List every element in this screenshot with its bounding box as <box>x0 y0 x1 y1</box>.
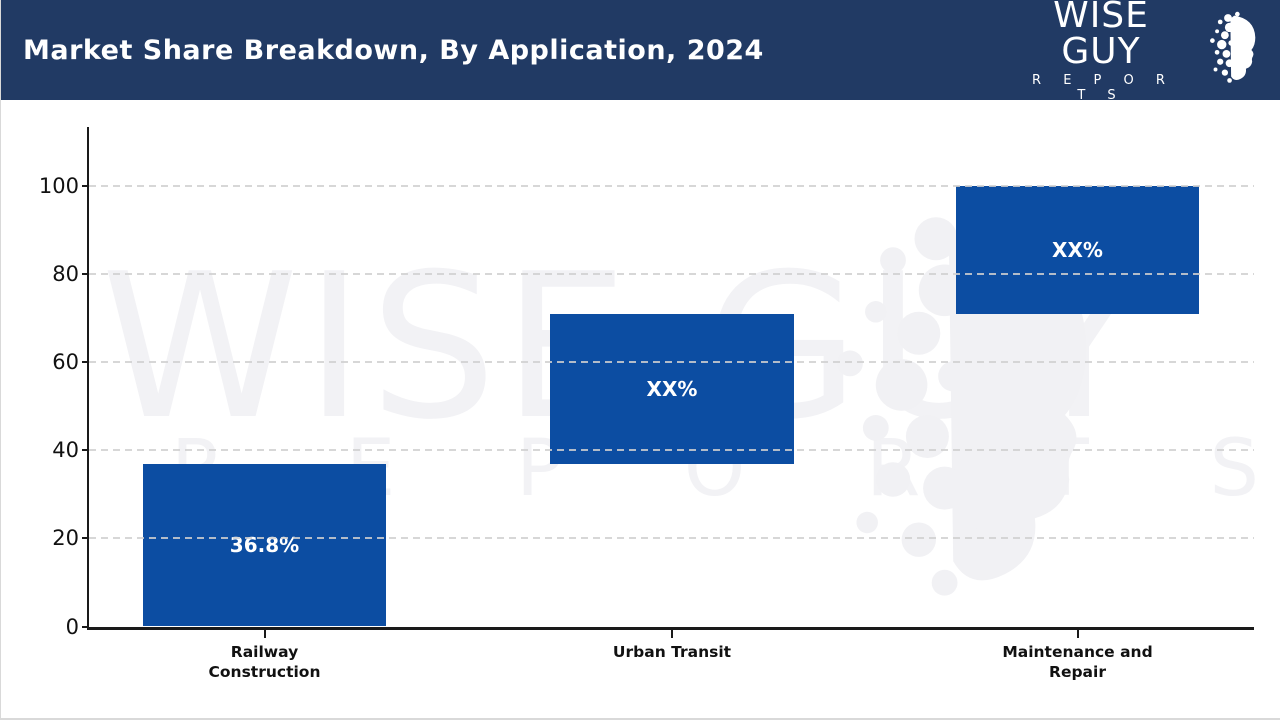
y-tick-label: 80 <box>52 262 79 287</box>
bar-value-label: XX% <box>1052 237 1103 262</box>
y-tick-label: 20 <box>52 526 79 551</box>
gridline-60 <box>89 361 1254 364</box>
y-tick-mark <box>82 273 89 276</box>
header-band: Market Share Breakdown, By Application, … <box>1 0 1280 103</box>
gridline-80 <box>89 273 1254 276</box>
logo-text: WISE GUY R E P O R T S <box>1017 0 1185 103</box>
y-tick-mark <box>82 625 89 628</box>
x-category-label: Maintenance and Repair <box>1002 642 1153 682</box>
y-tick-mark <box>82 361 89 364</box>
x-category-label: Railway Construction <box>208 642 321 682</box>
y-tick-mark <box>82 185 89 187</box>
y-tick-label: 60 <box>52 350 79 375</box>
bar-railway-construction: 36.8% <box>142 464 387 627</box>
x-tick-mark <box>671 629 673 638</box>
chart-title: Market Share Breakdown, By Application, … <box>23 34 764 66</box>
gridline-20 <box>89 537 1254 540</box>
bar-value-label: XX% <box>646 377 698 402</box>
gridline-100 <box>89 185 1254 187</box>
gridline-40 <box>89 449 1254 452</box>
bar-maintenance-and-repair: XX% <box>955 186 1200 314</box>
y-tick-mark <box>82 449 89 452</box>
x-category-label: Urban Transit <box>612 642 732 661</box>
x-axis-line <box>87 626 1254 630</box>
y-tick-label: 40 <box>52 438 79 463</box>
bar-urban-transit: XX% <box>550 313 794 465</box>
y-tick-label: 100 <box>38 174 79 198</box>
dotted-face-icon <box>1189 9 1267 91</box>
y-tick-label: 0 <box>65 614 79 639</box>
y-axis-line <box>87 127 89 630</box>
x-tick-mark <box>1076 629 1079 638</box>
wise-guy-reports-logo: WISE GUY R E P O R T S <box>1017 0 1267 103</box>
plot-area: WISE GUY R E P O R T S 36.8% XX% XX% 0 20 40 6… <box>1 100 1280 718</box>
logo-subtitle: R E P O R T S <box>1032 72 1174 103</box>
logo-wordmark: WISE GUY <box>1053 0 1149 72</box>
y-tick-mark <box>82 537 89 540</box>
x-tick-mark <box>263 629 266 638</box>
